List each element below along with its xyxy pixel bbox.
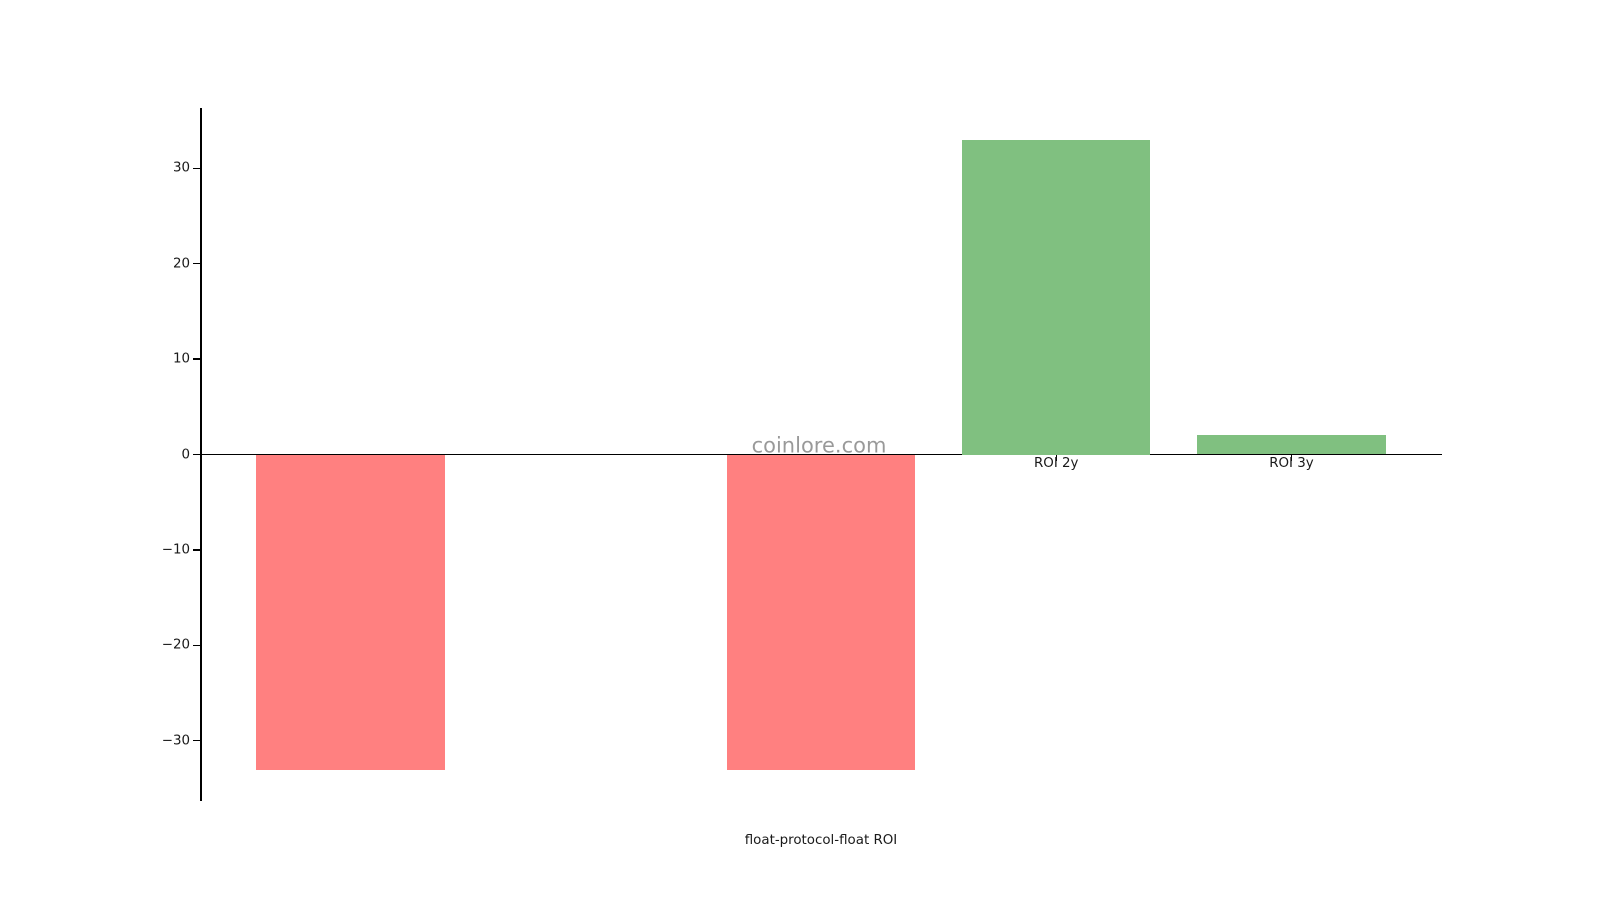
x-tick-mark [1290,454,1293,461]
bar-roi-3y [1197,435,1386,455]
bar-slot-0 [256,454,445,770]
y-tick-mark [193,167,200,169]
y-tick-mark [193,549,200,551]
y-tick-label: −20 [161,637,190,653]
x-tick-label: ROI 3y [1269,456,1314,471]
y-tick-label: 0 [181,446,190,462]
y-tick-label: −10 [161,542,190,558]
y-tick-label: 30 [172,160,190,176]
x-tick-label: ROI 2y [1033,456,1079,471]
y-tick-mark [193,262,200,265]
y-tick-label: 10 [172,351,190,367]
chart-title: float-protocol-float ROI [744,833,898,848]
y-tick-label: −30 [161,733,190,749]
watermark: coinlore.com [751,433,887,458]
y-tick-mark [193,740,200,742]
y-tick-mark [193,644,200,646]
bar-slot-2 [726,454,916,770]
x-tick-mark [1055,454,1057,461]
y-tick-mark [193,453,200,456]
y-tick-mark [193,358,200,360]
bar-roi-2y [962,139,1151,455]
y-tick-label: 20 [172,255,190,271]
